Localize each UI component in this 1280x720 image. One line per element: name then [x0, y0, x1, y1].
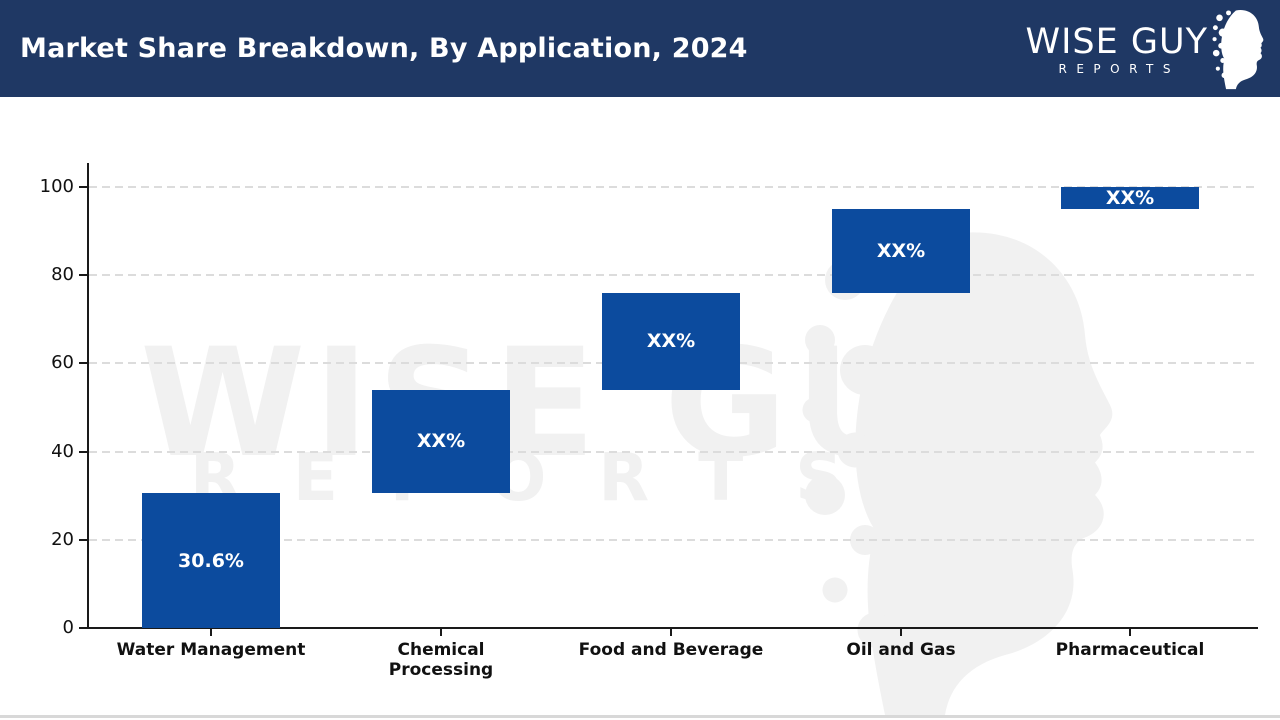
y-axis-tick	[79, 274, 87, 277]
bar-segment: XX%	[602, 292, 740, 390]
y-axis-tick-label: 80	[51, 264, 74, 286]
y-axis-tick	[79, 627, 87, 629]
logo-head-icon	[1210, 8, 1270, 90]
y-axis-tick-label: 60	[51, 352, 74, 374]
y-axis-tick-label: 20	[51, 528, 74, 550]
bar-segment: XX%	[372, 389, 510, 494]
x-axis-category-label: Water Management	[116, 640, 306, 660]
chart-region: 0 20 40 60 80 100 30.6% Water Management XX% Chem…	[0, 97, 1280, 720]
bar-value-label: XX%	[646, 330, 696, 353]
header-bar: Market Share Breakdown, By Application, …	[0, 0, 1280, 97]
bar-segment: XX%	[1061, 187, 1199, 210]
gridline	[89, 538, 1258, 541]
y-axis-tick-label: 0	[62, 617, 74, 638]
wise-guy-logo: WISE GUY REPORTS	[1025, 6, 1270, 92]
y-axis-line	[87, 163, 89, 628]
bar-value-label: 30.6%	[178, 549, 244, 572]
y-axis-tick	[79, 186, 87, 188]
y-axis-tick-label: 40	[51, 440, 74, 462]
bar-value-label: XX%	[876, 239, 926, 262]
bar-value-label: XX%	[1105, 187, 1155, 210]
y-axis-tick	[79, 362, 87, 365]
bottom-divider	[0, 715, 1280, 718]
x-axis-tick	[1129, 629, 1131, 636]
x-axis-tick	[900, 629, 902, 636]
bar-segment: XX%	[832, 209, 970, 293]
bar-value-label: XX%	[416, 430, 466, 453]
page-title: Market Share Breakdown, By Application, …	[20, 33, 748, 64]
gridline	[89, 186, 1258, 188]
x-axis-line	[87, 627, 1258, 629]
x-axis-tick	[440, 629, 442, 636]
x-axis-category-label: Food and Beverage	[578, 640, 764, 660]
y-axis-tick	[79, 450, 87, 453]
bar-segment: 30.6%	[142, 493, 280, 628]
x-axis-tick	[210, 629, 212, 636]
x-axis-category-label: Chemical Processing	[388, 640, 494, 680]
gridline	[89, 450, 1258, 453]
logo-wordmark: WISE GUY	[1025, 21, 1208, 62]
y-axis-tick	[79, 538, 87, 541]
logo-text: WISE GUY REPORTS	[1025, 23, 1208, 76]
x-axis-category-label: Oil and Gas	[846, 640, 956, 660]
x-axis-category-label: Pharmaceutical	[1055, 640, 1205, 660]
y-axis-tick-label: 100	[39, 176, 74, 197]
gridline	[89, 274, 1258, 277]
logo-subtext: REPORTS	[1058, 61, 1180, 76]
x-axis-tick	[670, 629, 672, 636]
